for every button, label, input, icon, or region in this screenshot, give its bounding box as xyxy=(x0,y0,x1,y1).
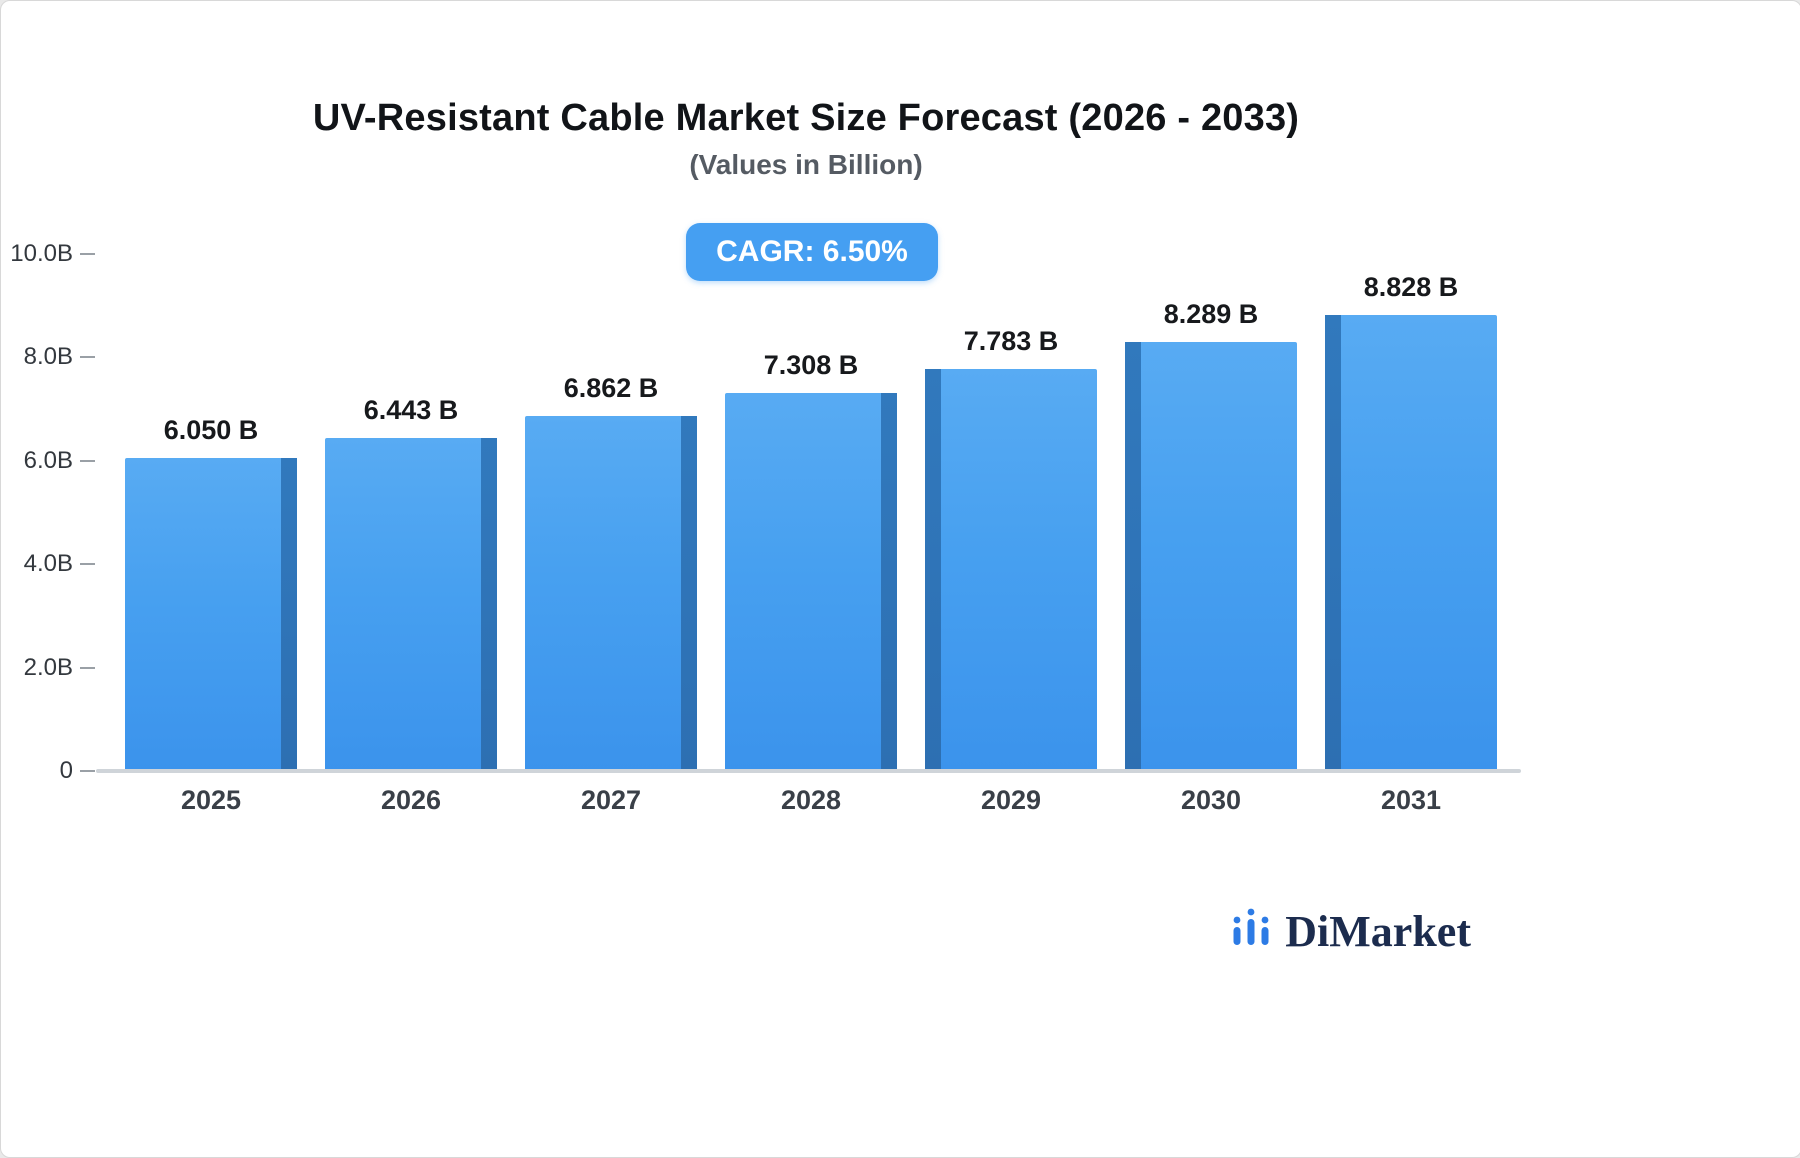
axis-tick xyxy=(80,253,95,255)
bar-series: 6.050 B 6.443 B 6.862 B 7.308 B 7.783 B 8.289… xyxy=(111,254,1511,771)
x-axis-label: 2030 xyxy=(1180,785,1242,815)
bar-value-label: 7.308 B xyxy=(763,350,859,381)
bar-slot: 6.862 B xyxy=(511,254,711,771)
bar-slot: 6.050 B xyxy=(111,254,311,771)
bar-2027 xyxy=(525,416,697,771)
x-axis-label: 2026 xyxy=(380,785,442,815)
x-axis-label: 2025 xyxy=(180,785,242,815)
bar-2026 xyxy=(325,437,497,771)
bar-value-label: 6.050 B xyxy=(163,415,259,446)
x-axis-line xyxy=(96,769,1521,773)
bar-slot: 7.308 B xyxy=(711,254,911,771)
bar-3d-side xyxy=(281,458,297,771)
axis-tick xyxy=(80,563,95,566)
bar-3d-side xyxy=(1325,314,1341,771)
y-axis-label: 4.0B xyxy=(23,550,73,578)
x-axis-label: 2028 xyxy=(780,785,842,815)
bar-3d-side xyxy=(1125,342,1141,771)
axis-tick xyxy=(80,770,95,772)
axis-tick xyxy=(80,356,95,359)
axis-tick xyxy=(80,459,95,462)
bar-3d-side xyxy=(881,393,897,771)
bar-slot: 8.828 B xyxy=(1311,254,1511,771)
chart-title: UV-Resistant Cable Market Size Forecast … xyxy=(312,97,1300,139)
bar-slot: 8.289 B xyxy=(1111,254,1311,771)
x-axis-label: 2031 xyxy=(1380,785,1442,815)
bar-slot: 7.783 B xyxy=(911,254,1111,771)
y-axis-label: 0 xyxy=(59,757,73,784)
bar-3d-side xyxy=(681,416,697,771)
y-axis: 0 2.0B 4.0B 6.0B 8.0B 10.0B xyxy=(1,240,101,784)
chart-subtitle: (Values in Billion) xyxy=(689,149,923,180)
bar-2031 xyxy=(1325,314,1497,771)
bar-value-label: 8.289 B xyxy=(1163,299,1259,330)
bar-value-label: 6.862 B xyxy=(563,373,659,404)
brand-icon xyxy=(1229,903,1275,954)
plot-area: 6.050 B 6.443 B 6.862 B 7.308 B 7.783 B 8.289… xyxy=(111,254,1511,771)
y-axis-label: 6.0B xyxy=(23,446,73,474)
bar-slot: 6.443 B xyxy=(311,254,511,771)
brand-name: DiMarket xyxy=(1285,907,1471,956)
y-axis-label: 8.0B xyxy=(23,343,73,371)
y-axis-label: 2.0B xyxy=(23,653,73,681)
bar-2030 xyxy=(1125,342,1297,771)
x-axis-label: 2029 xyxy=(980,785,1042,815)
bar-2025 xyxy=(125,458,297,771)
bar-3d-side xyxy=(481,437,497,771)
bar-value-label: 7.783 B xyxy=(963,325,1059,356)
x-axis: 2025 2026 2027 2028 2029 2030 2031 xyxy=(111,785,1511,816)
cagr-badge: CAGR: 6.50% xyxy=(686,223,938,281)
bar-2028 xyxy=(725,393,897,771)
y-axis-label: 10.0B xyxy=(10,240,73,267)
bar-value-label: 6.443 B xyxy=(363,394,459,425)
brand-logo: DiMarket xyxy=(1229,903,1471,954)
x-axis-label: 2027 xyxy=(580,785,642,815)
bar-2029 xyxy=(925,368,1097,771)
bar-3d-side xyxy=(925,368,941,771)
axis-tick xyxy=(80,666,95,669)
bar-value-label: 8.828 B xyxy=(1363,271,1459,302)
